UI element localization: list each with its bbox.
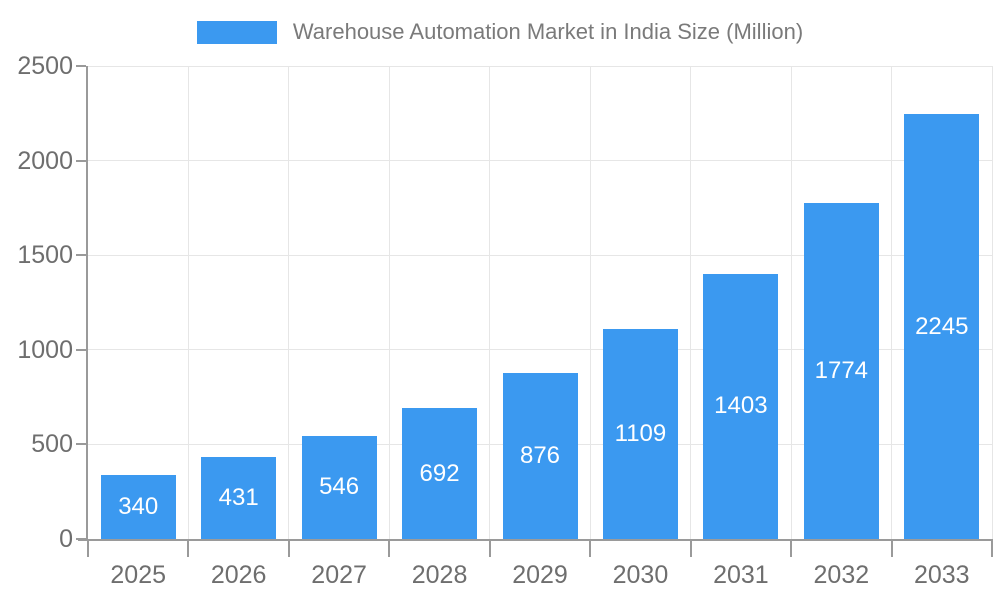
bar-2032: 1774 xyxy=(803,203,879,539)
legend-swatch-icon xyxy=(196,20,277,44)
x-axis-tick xyxy=(991,539,993,557)
gridline-horizontal xyxy=(88,349,992,351)
x-axis-label: 2031 xyxy=(713,561,769,589)
x-axis-tick xyxy=(187,539,190,557)
bar-value-label: 1774 xyxy=(814,357,869,385)
bar-value-label: 340 xyxy=(118,492,159,520)
chart-legend: Warehouse Automation Market in India Siz… xyxy=(0,18,1000,46)
y-axis-tick xyxy=(76,65,86,67)
y-axis-label: 1000 xyxy=(17,335,73,364)
bar-2031: 1403 xyxy=(703,273,779,539)
x-axis-label: 2026 xyxy=(210,561,267,589)
x-axis-label: 2030 xyxy=(612,561,669,589)
gridline-vertical xyxy=(690,66,692,539)
y-axis-label: 2000 xyxy=(17,146,73,175)
x-axis-tick xyxy=(488,539,491,557)
chart-title: Warehouse Automation Market in India Siz… xyxy=(292,19,804,44)
x-axis-label: 2032 xyxy=(813,561,870,589)
bar-2026: 431 xyxy=(201,457,277,539)
y-axis-label: 0 xyxy=(59,525,73,553)
x-axis-label: 2028 xyxy=(411,561,468,589)
y-axis-tick xyxy=(76,254,86,257)
gridline-vertical xyxy=(288,66,290,539)
bar-2028: 692 xyxy=(402,408,478,539)
gridline-horizontal xyxy=(88,65,992,67)
y-axis-label: 500 xyxy=(31,430,73,459)
y-axis-line xyxy=(86,66,88,539)
y-axis-tick xyxy=(76,159,86,162)
gridline-vertical xyxy=(388,66,390,539)
y-axis-label: 1500 xyxy=(17,241,73,270)
x-axis-tick xyxy=(890,539,893,557)
bar-value-label: 546 xyxy=(319,473,360,501)
x-axis-tick xyxy=(790,539,793,557)
gridline-vertical xyxy=(589,66,591,539)
y-axis-tick xyxy=(76,348,86,351)
gridline-vertical xyxy=(991,66,993,539)
gridline-vertical xyxy=(790,66,792,539)
x-axis-line xyxy=(78,539,993,541)
x-axis-label: 2033 xyxy=(913,561,970,589)
gridline-horizontal xyxy=(88,160,992,162)
bar-2029: 876 xyxy=(502,373,578,539)
x-axis-tick xyxy=(589,539,592,557)
y-axis-tick xyxy=(76,443,86,446)
gridline-vertical xyxy=(489,66,491,539)
bar-2025: 340 xyxy=(100,474,176,539)
gridline-vertical xyxy=(891,66,893,539)
bar-value-label: 876 xyxy=(519,442,561,470)
x-axis-tick xyxy=(388,539,391,557)
bar-value-label: 2245 xyxy=(915,312,969,340)
bar-2027: 546 xyxy=(301,435,377,539)
bar-2030: 1109 xyxy=(602,329,678,539)
y-axis-label: 2500 xyxy=(17,52,73,80)
x-axis-label: 2025 xyxy=(110,561,167,589)
bar-value-label: 692 xyxy=(419,459,460,487)
gridline-vertical xyxy=(187,66,189,539)
x-axis-tick xyxy=(287,539,290,557)
y-axis-tick xyxy=(76,538,86,540)
x-axis-label: 2029 xyxy=(512,561,568,589)
x-axis-label: 2027 xyxy=(311,561,367,589)
bar-value-label: 431 xyxy=(218,484,259,512)
bar-2033: 2245 xyxy=(904,114,980,539)
x-axis-tick xyxy=(689,539,692,557)
bar-value-label: 1403 xyxy=(714,392,768,420)
bar-value-label: 1109 xyxy=(614,420,667,448)
x-axis-tick xyxy=(87,539,89,557)
gridline-horizontal xyxy=(88,254,992,256)
